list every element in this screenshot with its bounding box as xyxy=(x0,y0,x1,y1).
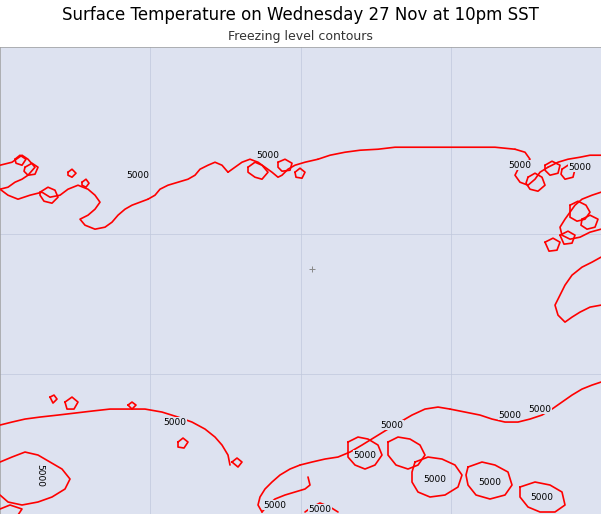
Text: 5000: 5000 xyxy=(508,161,531,170)
Text: 5000: 5000 xyxy=(478,478,501,487)
Text: 5000: 5000 xyxy=(380,420,403,430)
Text: 5000: 5000 xyxy=(163,417,186,427)
Text: 5000: 5000 xyxy=(257,151,279,160)
Text: 5000: 5000 xyxy=(569,163,591,172)
Text: 5000: 5000 xyxy=(263,501,287,509)
Text: 5000: 5000 xyxy=(528,405,552,414)
Text: 5000: 5000 xyxy=(531,492,554,502)
Text: Surface Temperature on Wednesday 27 Nov at 10pm SST: Surface Temperature on Wednesday 27 Nov … xyxy=(62,6,539,24)
Text: 5000: 5000 xyxy=(353,451,376,460)
Text: 5000: 5000 xyxy=(424,474,447,484)
Text: 5000: 5000 xyxy=(308,505,332,513)
Text: 5000: 5000 xyxy=(498,411,522,419)
Text: Freezing level contours: Freezing level contours xyxy=(228,30,373,43)
Text: 5000: 5000 xyxy=(126,171,150,180)
Text: 5000: 5000 xyxy=(35,464,44,487)
